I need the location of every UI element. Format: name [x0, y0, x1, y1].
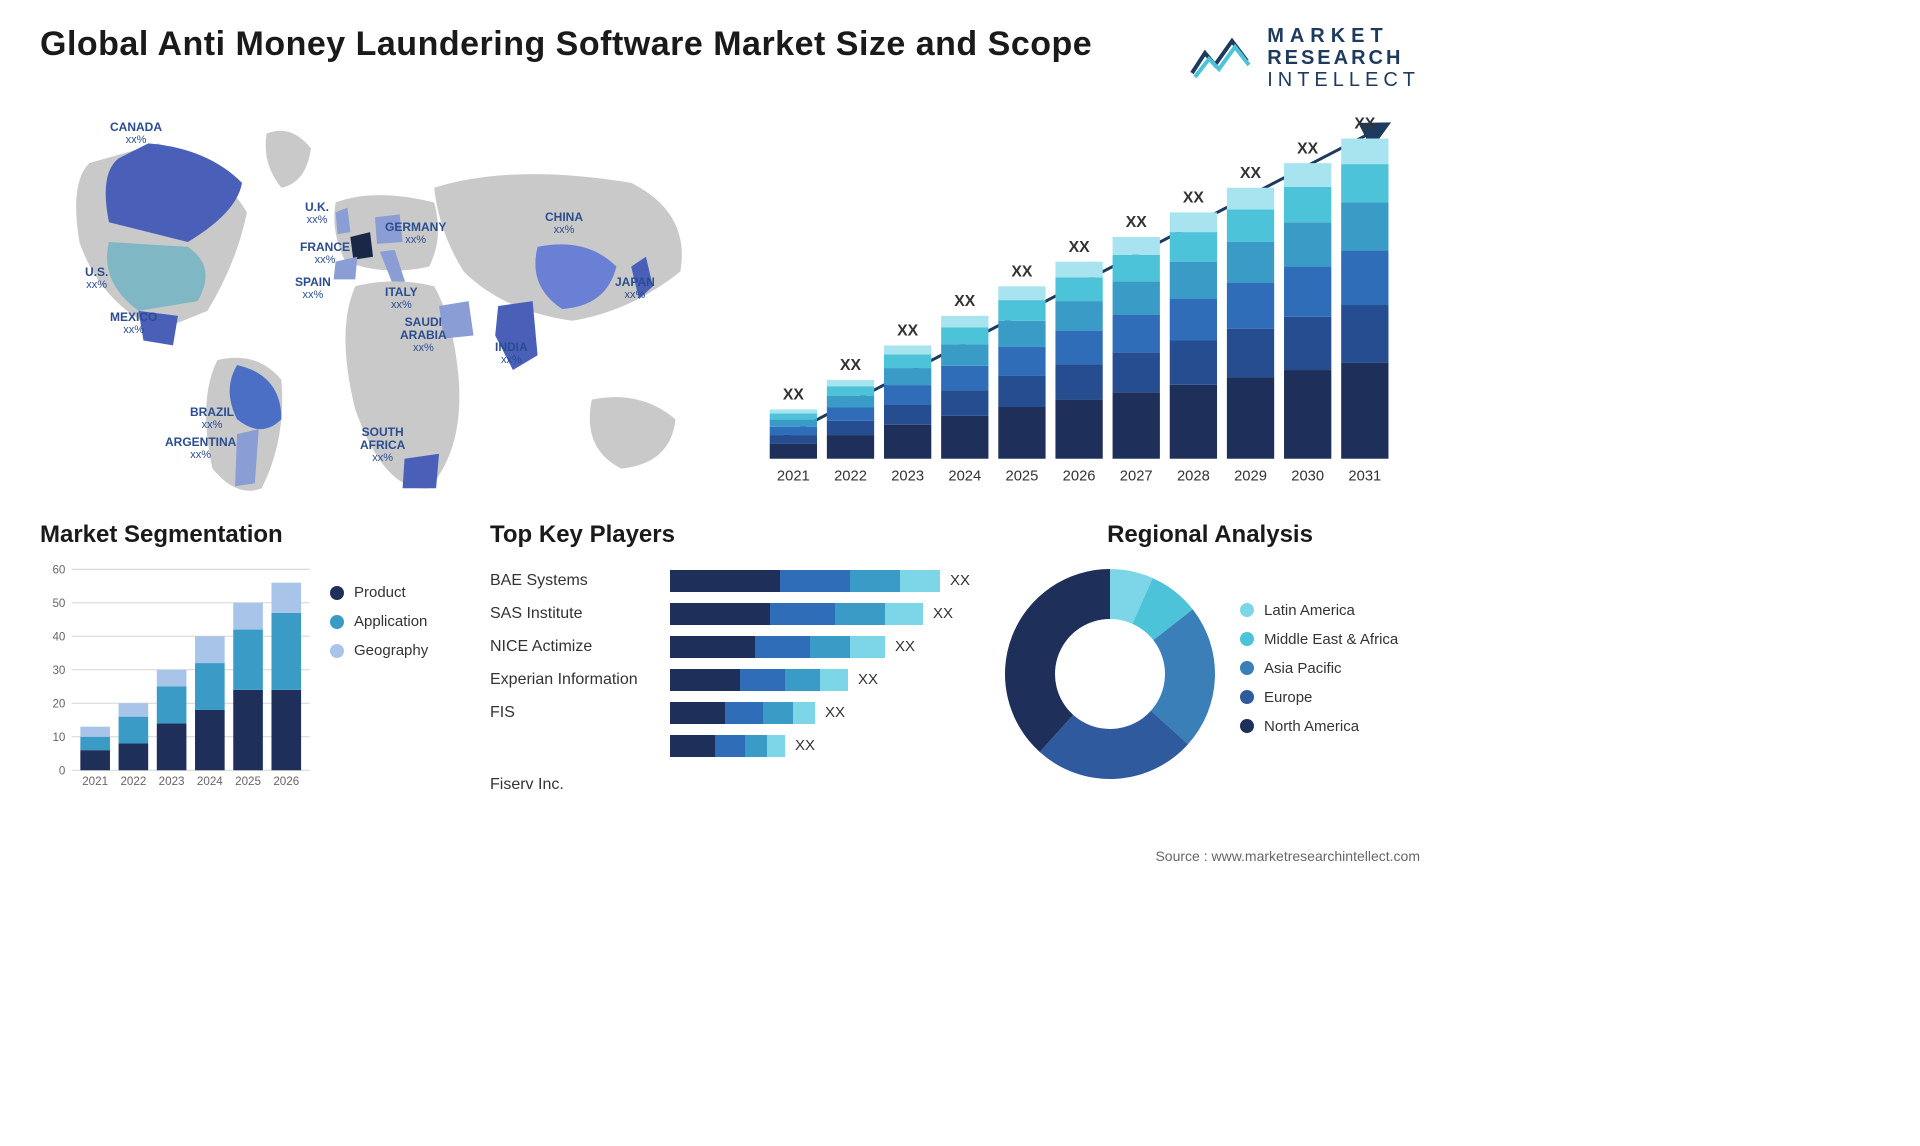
map-label: CANADAxx%: [110, 121, 162, 146]
map-label: SAUDIARABIAxx%: [400, 316, 447, 354]
player-label: [490, 729, 660, 762]
svg-text:2026: 2026: [1063, 468, 1096, 484]
segmentation-panel: Market Segmentation 0 10 20 30 40 50 60 2021 202…: [40, 521, 460, 811]
players-labels: BAE SystemsSAS InstituteNICE ActimizeExp…: [490, 564, 660, 762]
svg-text:2030: 2030: [1291, 468, 1324, 484]
svg-text:2028: 2028: [1177, 468, 1210, 484]
svg-text:XX: XX: [1011, 263, 1033, 280]
svg-text:XX: XX: [1069, 239, 1091, 256]
source-line: Source : www.marketresearchintellect.com: [1155, 848, 1420, 864]
player-bar-row: XX: [670, 564, 970, 597]
map-label: ITALYxx%: [385, 286, 418, 311]
svg-text:30: 30: [52, 664, 65, 677]
player-label: SAS Institute: [490, 597, 660, 630]
svg-text:XX: XX: [783, 387, 805, 404]
logo-text-3: INTELLECT: [1267, 69, 1420, 91]
logo-text-2: RESEARCH: [1267, 47, 1420, 69]
map-label: CHINAxx%: [545, 211, 583, 236]
svg-text:2029: 2029: [1234, 468, 1267, 484]
svg-text:XX: XX: [1354, 116, 1376, 133]
svg-text:2027: 2027: [1120, 468, 1153, 484]
growth-bar-chart: XX 2021 XX 2022 XX 2023 XX 2024 XX 2025 XX 2026 XX 20…: [750, 101, 1420, 511]
map-label: ARGENTINAxx%: [165, 436, 236, 461]
player-label: NICE Actimize: [490, 630, 660, 663]
regional-title: Regional Analysis: [1000, 521, 1420, 549]
players-title: Top Key Players: [490, 521, 970, 549]
svg-text:0: 0: [59, 764, 66, 777]
svg-text:50: 50: [52, 597, 65, 610]
player-bar-row: XX: [670, 729, 970, 762]
player-bar-row: XX: [670, 663, 970, 696]
svg-text:40: 40: [52, 631, 65, 644]
svg-text:10: 10: [52, 731, 65, 744]
map-label: U.S.xx%: [85, 266, 108, 291]
players-panel: Top Key Players BAE SystemsSAS Institute…: [490, 521, 970, 811]
svg-text:2024: 2024: [948, 468, 981, 484]
legend-item: Latin America: [1240, 602, 1420, 619]
logo-icon: [1187, 33, 1257, 83]
player-label: FIS: [490, 696, 660, 729]
player-label: Experian Information: [490, 663, 660, 696]
svg-text:2023: 2023: [891, 468, 924, 484]
svg-text:2021: 2021: [82, 775, 108, 788]
regional-donut: [1000, 564, 1220, 784]
svg-text:XX: XX: [1297, 140, 1319, 157]
legend-item: Product: [330, 584, 460, 601]
svg-text:60: 60: [52, 564, 65, 577]
logo-text-1: MARKET: [1267, 25, 1420, 47]
map-label: INDIAxx%: [495, 341, 528, 366]
legend-item: Application: [330, 613, 460, 630]
svg-text:2025: 2025: [1006, 468, 1039, 484]
map-label: FRANCExx%: [300, 241, 350, 266]
world-map-panel: CANADAxx% U.S.xx%MEXICOxx% BRAZILxx% ARGENT…: [40, 101, 710, 511]
svg-text:2031: 2031: [1348, 468, 1381, 484]
regional-panel: Regional Analysis Latin America Middle Ea…: [1000, 521, 1420, 811]
svg-text:2022: 2022: [120, 775, 146, 788]
svg-text:2022: 2022: [834, 468, 867, 484]
map-label: MEXICOxx%: [110, 311, 157, 336]
svg-text:20: 20: [52, 697, 65, 710]
map-label: U.K.xx%: [305, 201, 329, 226]
svg-text:XX: XX: [897, 323, 919, 340]
svg-text:XX: XX: [1240, 165, 1262, 182]
legend-item: Europe: [1240, 689, 1420, 706]
segmentation-chart: 0 10 20 30 40 50 60 2021 2022 2023 2024 2025 2026: [40, 564, 315, 797]
regional-legend: Latin America Middle East & Africa Asia Pa…: [1240, 602, 1420, 747]
legend-item: North America: [1240, 718, 1420, 735]
svg-text:XX: XX: [840, 357, 862, 374]
map-label: SPAINxx%: [295, 276, 331, 301]
growth-chart-panel: XX 2021 XX 2022 XX 2023 XX 2024 XX 2025 XX 2026 XX 20…: [750, 101, 1420, 511]
map-label: SOUTHAFRICAxx%: [360, 426, 405, 464]
map-label: JAPANxx%: [615, 276, 655, 301]
legend-item: Geography: [330, 642, 460, 659]
svg-text:2023: 2023: [159, 775, 185, 788]
svg-text:XX: XX: [1183, 190, 1205, 207]
player-bar-row: XX: [670, 630, 970, 663]
svg-text:XX: XX: [954, 293, 976, 310]
players-bars: XXXXXXXXXXXX: [670, 564, 970, 762]
map-label: BRAZILxx%: [190, 406, 234, 431]
svg-text:2025: 2025: [235, 775, 261, 788]
brand-logo: MARKET RESEARCH INTELLECT: [1187, 25, 1420, 91]
svg-text:XX: XX: [1126, 214, 1148, 231]
player-bar-row: XX: [670, 696, 970, 729]
svg-text:2026: 2026: [273, 775, 299, 788]
svg-text:2024: 2024: [197, 775, 223, 788]
player-bar-row: XX: [670, 597, 970, 630]
player-extra: Fiserv Inc.: [490, 768, 970, 801]
page-title: Global Anti Money Laundering Software Ma…: [40, 25, 1092, 64]
legend-item: Middle East & Africa: [1240, 631, 1420, 648]
segmentation-legend: Product Application Geography: [330, 564, 460, 797]
player-label: BAE Systems: [490, 564, 660, 597]
map-label: GERMANYxx%: [385, 221, 446, 246]
segmentation-title: Market Segmentation: [40, 521, 460, 549]
legend-item: Asia Pacific: [1240, 660, 1420, 677]
svg-text:2021: 2021: [777, 468, 810, 484]
